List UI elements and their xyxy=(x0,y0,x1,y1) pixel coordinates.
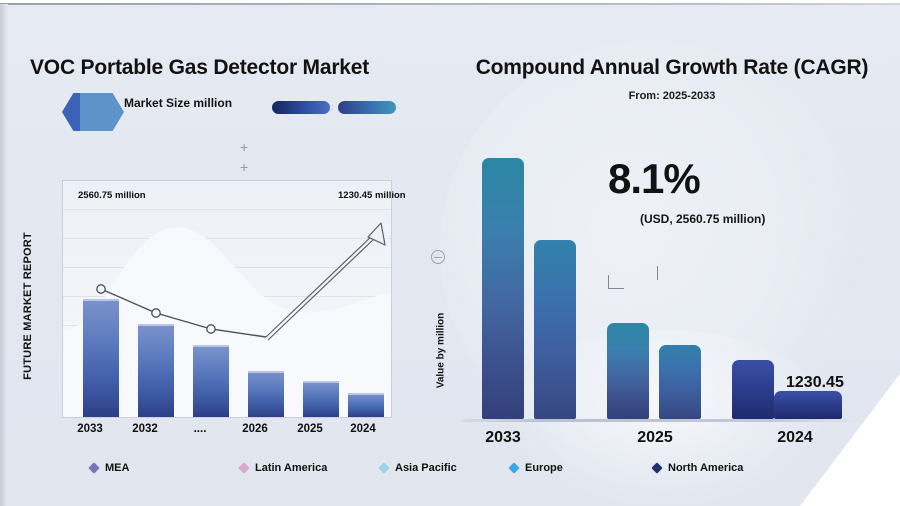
right-x-tick-2033: 2033 xyxy=(485,429,521,446)
x-tick-2026: 2026 xyxy=(242,423,268,435)
annotation-start-value: 2560.75 million xyxy=(78,190,146,201)
cagr-usd-note: (USD, 2560.75 million) xyxy=(640,212,766,226)
cagr-title: Compound Annual Growth Rate (CAGR) xyxy=(475,56,869,79)
right-x-tick-2024: 2024 xyxy=(777,429,813,446)
cagr-bar-2024-primary xyxy=(732,360,774,419)
gridline xyxy=(63,209,391,210)
bar-cap xyxy=(193,345,229,347)
y-axis-label-right: Value by million xyxy=(435,312,447,389)
x-tick-2025: 2025 xyxy=(297,423,323,435)
legend-item-mea[interactable]: MEA xyxy=(88,462,130,474)
x-tick-2032: 2032 xyxy=(132,423,158,435)
bar-cap xyxy=(83,299,119,301)
legend-label: Latin America xyxy=(255,462,328,474)
legend-diamond-icon xyxy=(238,462,250,474)
data-label-2024: 1230.45 xyxy=(786,374,844,391)
cagr-subtitle: From: 2025-2033 xyxy=(628,90,716,102)
bracket-decoration xyxy=(607,266,658,289)
bar-2024 xyxy=(348,393,384,417)
legend-diamond-icon xyxy=(88,462,100,474)
legend-label: Asia Pacific xyxy=(395,462,457,474)
legend-item-north-america[interactable]: North America xyxy=(651,462,744,474)
x-tick-ellipsis: .... xyxy=(193,423,207,435)
y-axis-label-left: FUTURE MARKET REPORT xyxy=(22,232,34,380)
trend-line-overlay xyxy=(96,222,386,341)
hexagon-light-shape xyxy=(80,93,124,131)
bar-2025 xyxy=(303,381,339,417)
bar-cap xyxy=(248,371,284,373)
bar-2032 xyxy=(138,324,174,417)
company-hexagon-logo xyxy=(62,93,124,131)
minus-circle-icon xyxy=(431,250,445,264)
bar-cap xyxy=(138,324,174,326)
cagr-bar-2025-secondary xyxy=(659,345,701,419)
cagr-bar-2024-secondary xyxy=(774,391,842,419)
legend-item-asia-pacific[interactable]: Asia Pacific xyxy=(378,462,457,474)
gradient-pill-primary xyxy=(272,101,330,114)
chart-legend: MEA Latin America Asia Pacific Europe No… xyxy=(0,462,900,492)
growth-arrow xyxy=(265,222,386,341)
pill-separator: : xyxy=(331,103,334,112)
legend-label: MEA xyxy=(105,462,130,474)
page-title: VOC Portable Gas Detector Market xyxy=(30,56,370,79)
cagr-bar-2025-primary xyxy=(607,323,649,419)
legend-label: North America xyxy=(668,462,744,474)
bar-cap xyxy=(303,381,339,383)
plus-icon-upper: + xyxy=(240,139,249,155)
bar-2033 xyxy=(83,299,119,417)
market-size-label: Market Size million xyxy=(124,96,233,110)
legend-diamond-icon xyxy=(651,462,663,474)
legend-item-latin-america[interactable]: Latin America xyxy=(238,462,328,474)
right-chart-baseline xyxy=(462,419,862,422)
x-tick-2033: 2033 xyxy=(77,423,103,435)
x-tick-2024: 2024 xyxy=(350,423,376,435)
market-size-bar-chart xyxy=(62,180,392,418)
bar-2026 xyxy=(248,371,284,417)
bar-ellipsis xyxy=(193,345,229,417)
legend-diamond-icon xyxy=(378,462,390,474)
gradient-pill-secondary xyxy=(338,101,396,114)
legend-label: Europe xyxy=(525,462,563,474)
panel-left-rail xyxy=(0,4,8,506)
plus-icon-lower: + xyxy=(240,159,249,175)
annotation-end-value: 1230.45 million xyxy=(338,190,406,201)
cagr-percentage: 8.1% xyxy=(608,155,701,202)
cagr-bar-2033-primary xyxy=(482,158,524,419)
gridline xyxy=(63,238,391,239)
panel-top-edge xyxy=(0,3,900,5)
cagr-bar-2033-secondary xyxy=(534,240,576,419)
right-x-tick-2025: 2025 xyxy=(637,429,673,446)
legend-diamond-icon xyxy=(508,462,520,474)
legend-item-europe[interactable]: Europe xyxy=(508,462,563,474)
bar-cap xyxy=(348,393,384,395)
